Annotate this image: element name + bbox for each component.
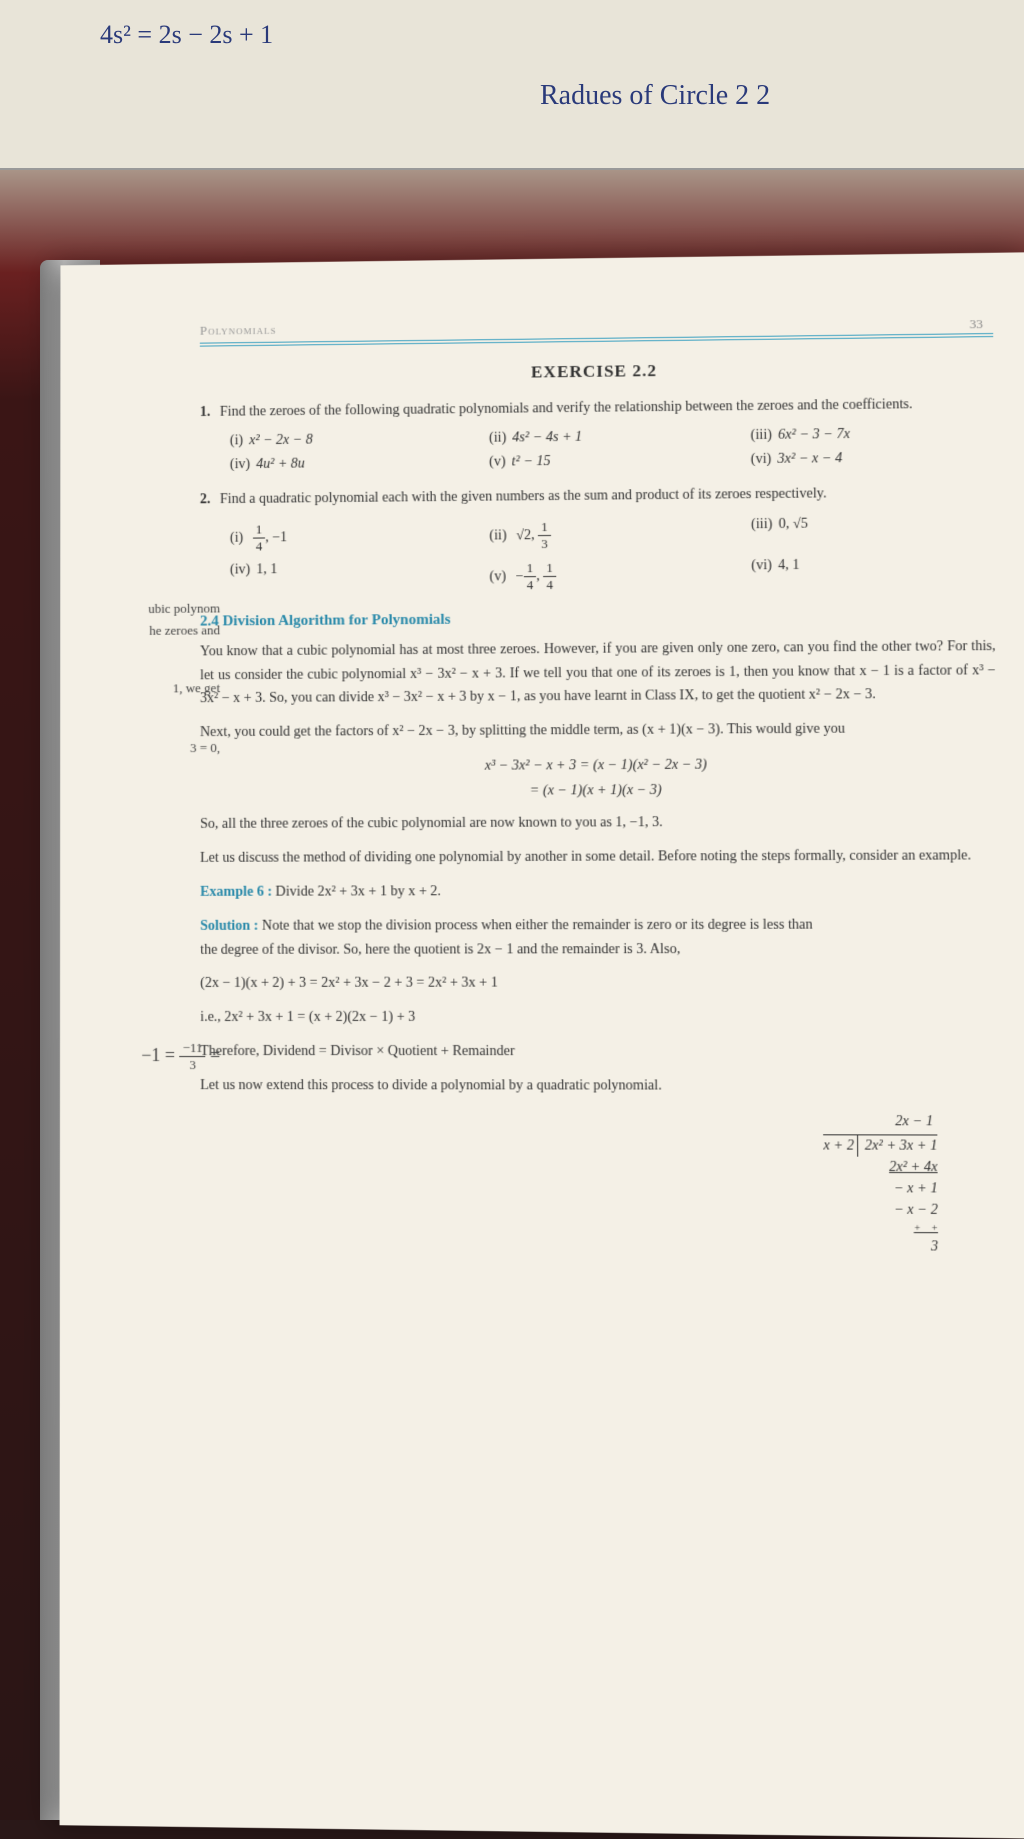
- margin-cut-text: 1, we get: [110, 680, 220, 697]
- question-1: 1. Find the zeroes of the following quad…: [200, 393, 994, 424]
- notebook-top-edge: 4s² = 2s − 2s + 1 Radues of Circle 2 2: [0, 0, 1024, 170]
- paragraph: Let us discuss the method of dividing on…: [200, 844, 997, 870]
- option: (iv)1, 1: [230, 560, 469, 595]
- margin-cut-text: 3 = 0,: [110, 740, 220, 757]
- option: (ii)4s² − 4s + 1: [489, 429, 730, 447]
- example-label: Example 6 :: [200, 885, 272, 900]
- option: (iv)4u² + 8u: [230, 455, 469, 473]
- division-step: 2x² + 4x: [824, 1157, 938, 1179]
- question-2: 2. Find a quadratic polynomial each with…: [200, 482, 995, 512]
- option: (v)t² − 15: [489, 453, 730, 471]
- question-number: 2.: [200, 493, 211, 508]
- division-step: − x + 1: [824, 1178, 938, 1200]
- option: (vi)3x² − x − 4: [751, 450, 995, 468]
- handwritten-note: Radues of Circle 2 2: [540, 80, 770, 112]
- example-line: Example 6 : Divide 2x² + 3x + 1 by x + 2…: [200, 879, 997, 905]
- quotient: 2x − 1: [823, 1111, 937, 1136]
- equation-line: (2x − 1)(x + 2) + 3 = 2x² + 3x − 2 + 3 =…: [200, 971, 998, 996]
- divisor: x + 2: [823, 1135, 854, 1156]
- division-sign-change: + +: [824, 1221, 938, 1237]
- handwritten-equation: 4s² = 2s − 2s + 1: [100, 20, 273, 50]
- solution-label: Solution :: [200, 918, 258, 933]
- paragraph: Let us now extend this process to divide…: [200, 1074, 999, 1099]
- option: (i)x² − 2x − 8: [230, 431, 469, 449]
- option: (ii) √2, 13: [489, 517, 731, 552]
- question-text: Find the zeroes of the following quadrat…: [220, 397, 913, 420]
- margin-cut-text: ubic polynom: [110, 601, 220, 618]
- equation-block: x³ − 3x² − x + 3 = (x − 1)(x² − 2x − 3) …: [200, 751, 997, 805]
- remainder: 3: [824, 1236, 938, 1258]
- paragraph: Therefore, Dividend = Divisor × Quotient…: [200, 1040, 998, 1064]
- option: (vi)4, 1: [751, 556, 995, 591]
- textbook-page: Polynomials 33 EXERCISE 2.2 1. Find the …: [60, 252, 1024, 1839]
- section-heading: 2.4 Division Algorithm for Polynomials: [200, 607, 995, 630]
- page-number: 33: [970, 316, 983, 332]
- solution-paragraph: Solution : Note that we stop the divisio…: [200, 913, 998, 962]
- margin-cut-text: −1 = −113 =: [110, 1040, 220, 1073]
- option: (v) −14, 14: [489, 558, 731, 593]
- exercise-title: EXERCISE 2.2: [200, 357, 994, 386]
- paragraph: So, all the three zeroes of the cubic po…: [200, 810, 997, 837]
- paragraph: Next, you could get the factors of x² − …: [200, 717, 996, 745]
- margin-cut-text: he zeroes and: [110, 622, 220, 639]
- q1-options: (i)x² − 2x − 8 (ii)4s² − 4s + 1 (iii)6x²…: [230, 426, 994, 474]
- division-step: − x − 2: [824, 1199, 938, 1221]
- equation-line: i.e., 2x² + 3x + 1 = (x + 2)(2x − 1) + 3: [200, 1006, 998, 1030]
- dividend: 2x² + 3x + 1: [858, 1135, 938, 1156]
- long-division: 2x − 1 x + 2 2x² + 3x + 1 2x² + 4x − x +…: [823, 1111, 938, 1258]
- option: (iii)6x² − 3 − 7x: [751, 426, 994, 445]
- option: (iii)0, √5: [751, 515, 995, 550]
- question-text: Find a quadratic polynomial each with th…: [220, 487, 827, 508]
- paragraph: You know that a cubic polynomial has at …: [200, 635, 996, 712]
- option: (i) 14, −1: [230, 520, 469, 555]
- q2-options: (i) 14, −1 (ii) √2, 13 (iii)0, √5 (iv)1,…: [230, 515, 995, 595]
- question-number: 1.: [200, 405, 210, 420]
